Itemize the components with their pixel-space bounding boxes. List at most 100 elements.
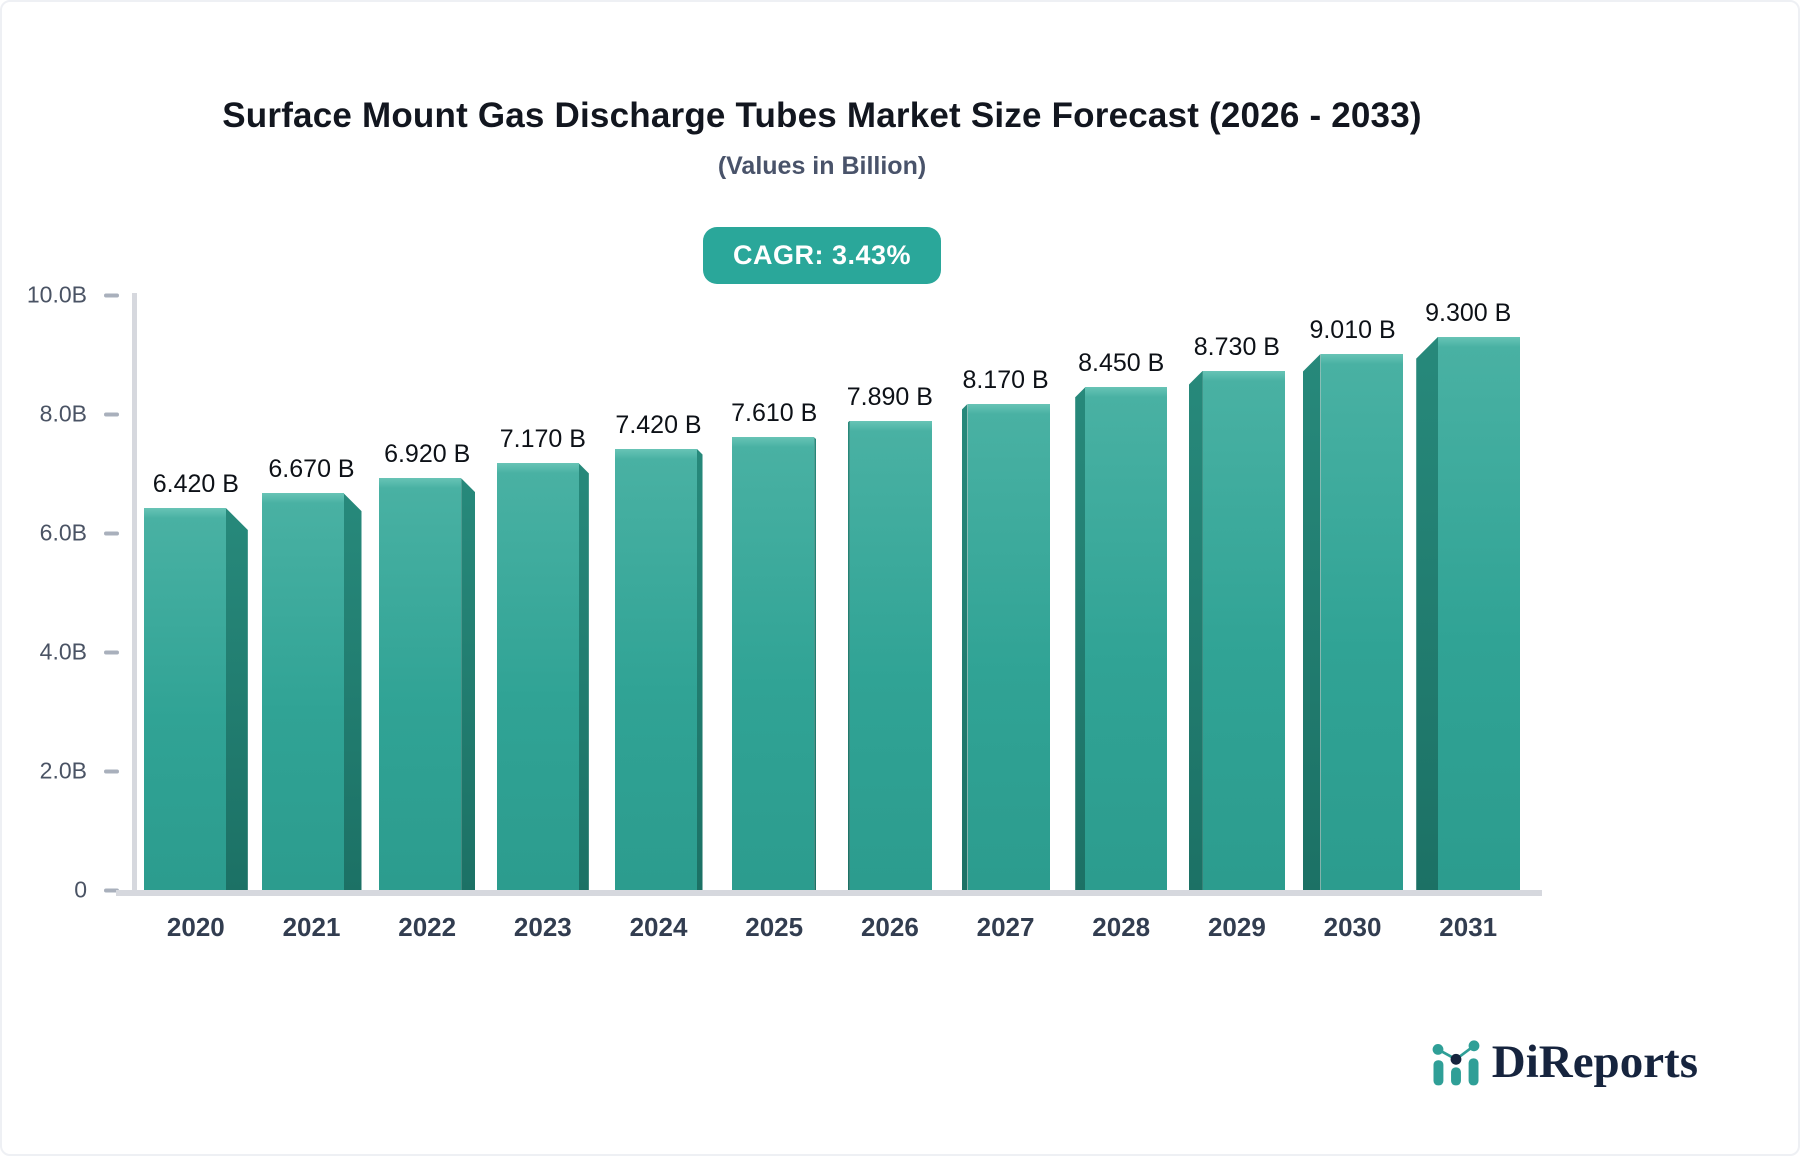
y-tick-label: 10.0B [26,281,87,308]
bar-side-face [343,493,362,890]
y-tick-dash [104,293,119,297]
direports-logo: DiReports [1429,1034,1698,1090]
x-axis-label: 2030 [1323,912,1382,942]
bar-group: 9.300 B 2031 [1410,295,1526,942]
bar-front-face [496,463,579,890]
bar-side-face [225,508,248,890]
bar-front-face [379,478,462,890]
bar-front-face [1320,353,1403,890]
y-tick-dash [104,412,119,416]
bar-front-face [732,437,815,890]
cagr-badge: CAGR: 3.43% [702,227,942,284]
y-tick: 8.0B [40,401,119,428]
bar-3d [961,403,1050,890]
bar-side-face [1188,370,1203,890]
bar-front-face [1202,370,1285,890]
y-tick-label: 4.0B [39,638,87,665]
bar-value-label: 8.450 B [1078,349,1165,378]
x-axis-label: 2023 [513,912,572,942]
bar-3d [614,448,703,890]
bar-group: 6.920 B 2022 [369,295,485,942]
bar-3d [1416,336,1521,890]
direports-logo-text: DiReports [1491,1035,1698,1088]
x-axis-label: 2022 [398,912,457,942]
y-tick-label: 8.0B [39,400,87,427]
bar-3d [1302,353,1403,890]
bar-front-face [967,403,1050,890]
bar-value-label: 9.010 B [1309,315,1396,344]
y-tick-label: 2.0B [39,757,87,784]
bars-container: 6.420 B 2020 6.670 B 2021 6.920 B 2022 7.170 B… [132,295,1532,942]
bar-value-label: 8.730 B [1193,332,1280,361]
bar-value-label: 9.300 B [1425,298,1512,327]
x-axis-label: 2020 [166,912,225,942]
bar-value-label: 8.170 B [962,365,1049,394]
y-tick-label: 6.0B [39,519,87,546]
y-axis: 10.0B 8.0B 6.0B 4.0B 2.0B 0 [22,282,119,903]
bar-group: 8.730 B 2029 [1179,295,1295,942]
bar-group: 8.450 B 2028 [1063,295,1179,942]
bar-group: 7.170 B 2023 [485,295,601,942]
bar-front-face [143,508,226,890]
x-axis-label: 2028 [1092,912,1151,942]
bar-group: 6.420 B 2020 [138,295,254,942]
bar-3d [379,478,476,890]
bar-value-label: 7.420 B [615,410,702,439]
bar-group: 7.420 B 2024 [601,295,717,942]
x-axis-label: 2027 [976,912,1035,942]
bar-side-face [578,463,589,890]
bar-side-face [1302,353,1321,890]
bar-3d [496,463,589,890]
y-tick: 2.0B [40,758,119,785]
y-tick-dash [104,650,119,654]
x-axis-label: 2026 [860,912,919,942]
direports-logo-icon [1432,1040,1480,1086]
bar-side-face [696,448,703,890]
bar-value-label: 7.170 B [499,425,586,454]
bar-side-face [461,478,476,890]
x-axis-label: 2029 [1207,912,1266,942]
bar-side-face [1416,336,1439,890]
bar-3d [261,493,362,890]
bar-value-label: 6.670 B [268,455,355,484]
bar-chart: 10.0B 8.0B 6.0B 4.0B 2.0B 0 6.420 B 2020 6.670 … [22,282,1642,942]
bar-3d [1188,370,1285,890]
bar-3d [847,420,932,890]
bar-front-face [1085,387,1168,890]
y-tick: 4.0B [40,639,119,666]
bar-3d [732,437,817,890]
bar-value-label: 7.610 B [731,399,818,428]
plot-area: 6.420 B 2020 6.670 B 2021 6.920 B 2022 7.170 B… [116,293,1542,942]
bar-group: 7.890 B 2026 [832,295,948,942]
bar-3d [143,508,248,890]
x-axis-label: 2031 [1439,912,1498,942]
x-axis-label: 2025 [745,912,804,942]
bar-value-label: 7.890 B [846,382,933,411]
y-tick: 6.0B [40,520,119,547]
bar-front-face [1438,336,1521,890]
y-tick-dash [104,531,119,535]
bar-side-face [961,403,968,890]
cagr-badge-wrap: CAGR: 3.43% [2,227,1642,284]
x-axis-label: 2024 [629,912,688,942]
bar-value-label: 6.420 B [152,470,239,499]
bar-side-face [1075,387,1086,890]
bar-value-label: 6.920 B [384,440,471,469]
bar-group: 7.610 B 2025 [716,295,832,942]
chart-title: Surface Mount Gas Discharge Tubes Market… [222,96,1422,135]
bar-front-face [261,493,344,890]
y-tick-dash [104,769,119,773]
y-tick: 10.0B [27,282,119,309]
bar-side-face [847,420,850,890]
bar-side-face [814,437,817,890]
chart-subtitle: (Values in Billion) [717,152,927,180]
bar-3d [1075,387,1168,890]
y-tick-dash [104,888,119,892]
bar-group: 9.010 B 2030 [1295,295,1411,942]
y-tick-label: 0 [74,876,87,903]
bar-group: 6.670 B 2021 [254,295,370,942]
bar-front-face [614,448,697,890]
bar-front-face [849,420,932,890]
x-axis-label: 2021 [282,912,341,942]
